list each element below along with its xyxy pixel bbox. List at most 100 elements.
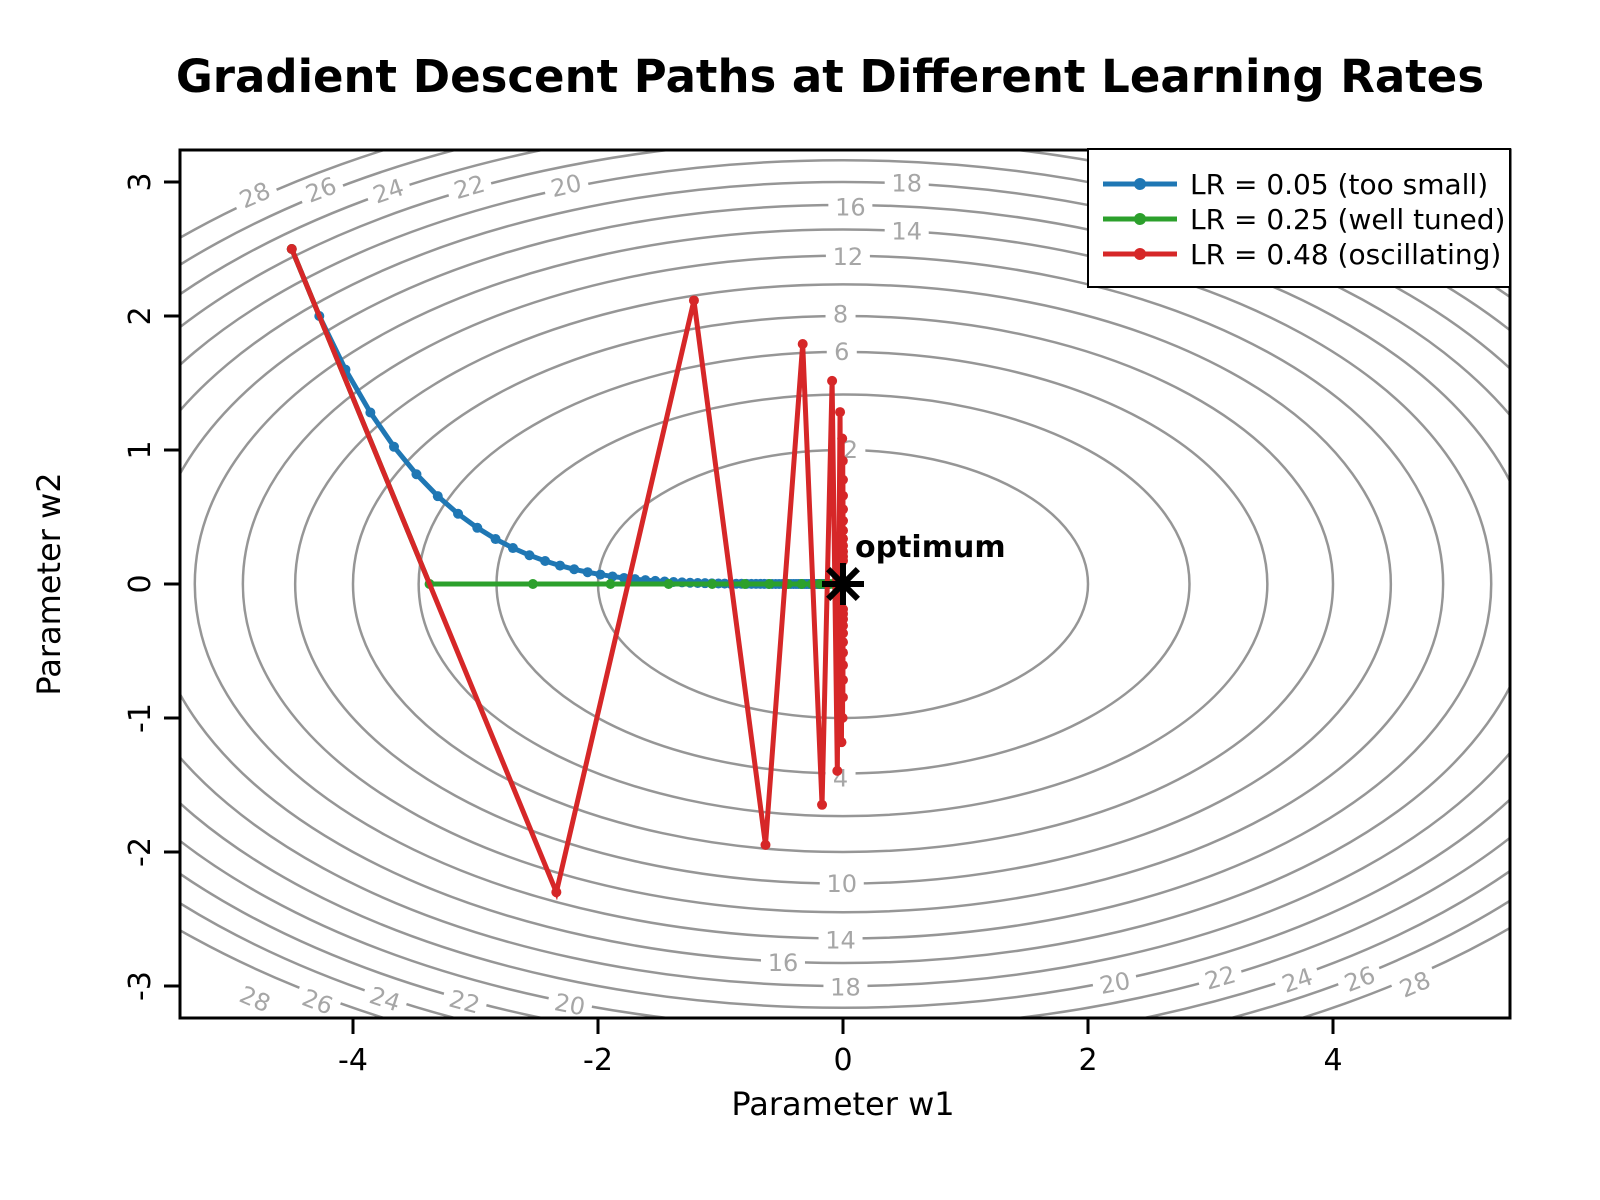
path-point [688,295,699,306]
path-point [365,407,376,418]
y-axis-title: Parameter w2 [30,472,68,695]
path-line-2 [289,248,846,901]
path-point [472,522,483,533]
legend-dot-red [1134,248,1146,260]
legend-dot-blue [1134,178,1146,190]
y-tick-label: 0 [123,574,158,593]
contour-label-12: 12 [833,243,864,271]
path-point [582,567,593,578]
path-point [527,579,538,589]
x-tick-label: 4 [1323,1043,1342,1078]
x-tick-label: 0 [833,1043,852,1078]
contour-label-20: 20 [552,988,587,1021]
contour-label-gap [760,949,805,978]
y-tick-label: 3 [123,172,158,191]
path-point [837,474,848,485]
contour-label-gap [826,338,857,367]
contour-label-6: 6 [834,338,849,366]
path-point [797,339,808,350]
path-point [555,560,566,571]
contour-label-20: 20 [1097,967,1132,1000]
contour-label-16: 16 [768,949,799,977]
contour-label-gap [363,170,414,212]
x-tick-label: -4 [338,1043,368,1078]
path-point [663,579,674,589]
contour-label-gap [819,870,864,899]
y-tick-label: 1 [123,440,158,459]
path-point [835,407,846,418]
contour-label-gap [1195,958,1246,998]
path-point [838,628,848,639]
contour-label-gap [359,979,411,1020]
contour-label-20: 20 [548,169,584,203]
y-tick-label: -1 [123,703,158,733]
contour-label-gap [295,169,347,211]
y-tick-label: -2 [123,837,158,867]
x-tick-label: -2 [583,1043,613,1078]
path-point [837,660,848,671]
path-point [707,579,718,589]
contour-label-gap [1389,963,1441,1007]
path-point [551,887,562,898]
contour-label-14: 14 [825,926,856,954]
contour-label-gap [1334,958,1386,1001]
path-point [764,579,775,589]
contour-label-10: 10 [827,870,858,898]
path-point [827,375,838,386]
path-point [453,508,464,519]
path-point [837,692,848,703]
x-tick-label: 2 [1078,1043,1097,1078]
path-point [595,569,606,580]
contour-label-16: 16 [835,193,866,221]
path-point [507,543,518,554]
contour-label-gap [884,169,929,198]
contour-label-gap [229,173,281,218]
y-tick-label: -3 [123,971,158,1001]
y-tick-label: 2 [123,306,158,325]
path-point [837,490,848,501]
optimum-label: optimum [855,530,1006,565]
contour-label-2: 2 [843,436,858,464]
contour-label-gap [541,167,591,205]
contour-label-gap [291,981,344,1024]
contour-label-gap [825,243,870,272]
path-point [836,737,847,748]
contour-label-gap [1272,960,1323,1002]
path-point [540,555,551,566]
contour-label-gap [823,973,868,1002]
legend-label-blue: LR = 0.05 (too small) [1190,168,1488,201]
contour-label-gap [1090,965,1140,1002]
path-point [286,244,297,254]
path-point [524,550,535,561]
contour-label-gap [229,977,281,1021]
x-axis-title: Parameter w1 [731,1085,954,1123]
path-point [760,839,771,850]
path-point [838,504,848,515]
path-point [838,515,848,526]
path-point [817,799,828,810]
legend: LR = 0.05 (too small) LR = 0.25 (well tu… [1087,148,1511,288]
x-axis: -4 -2 0 2 4 Parameter w1 [338,1018,1343,1123]
path-point [605,579,616,589]
contour-label-18: 18 [891,169,922,197]
path-point [838,647,848,658]
contour-label-gap [439,982,490,1022]
path-point [411,469,422,480]
path-point [838,525,848,536]
path-point [389,441,400,452]
contour-label-14: 14 [891,218,922,246]
contour-ellipse-20 [180,159,1510,1009]
legend-label-red: LR = 0.48 (oscillating) [1190,238,1501,271]
contour-label-8: 8 [833,301,848,329]
path-point [837,674,848,685]
contour-label-gap [884,217,929,246]
contour-label-18: 18 [830,973,861,1001]
path-point [832,765,843,776]
chart-title: Gradient Descent Paths at Different Lear… [176,50,1484,103]
optimum-asterisk-marker [822,563,864,605]
path-point [837,433,848,444]
path-point [838,533,848,544]
